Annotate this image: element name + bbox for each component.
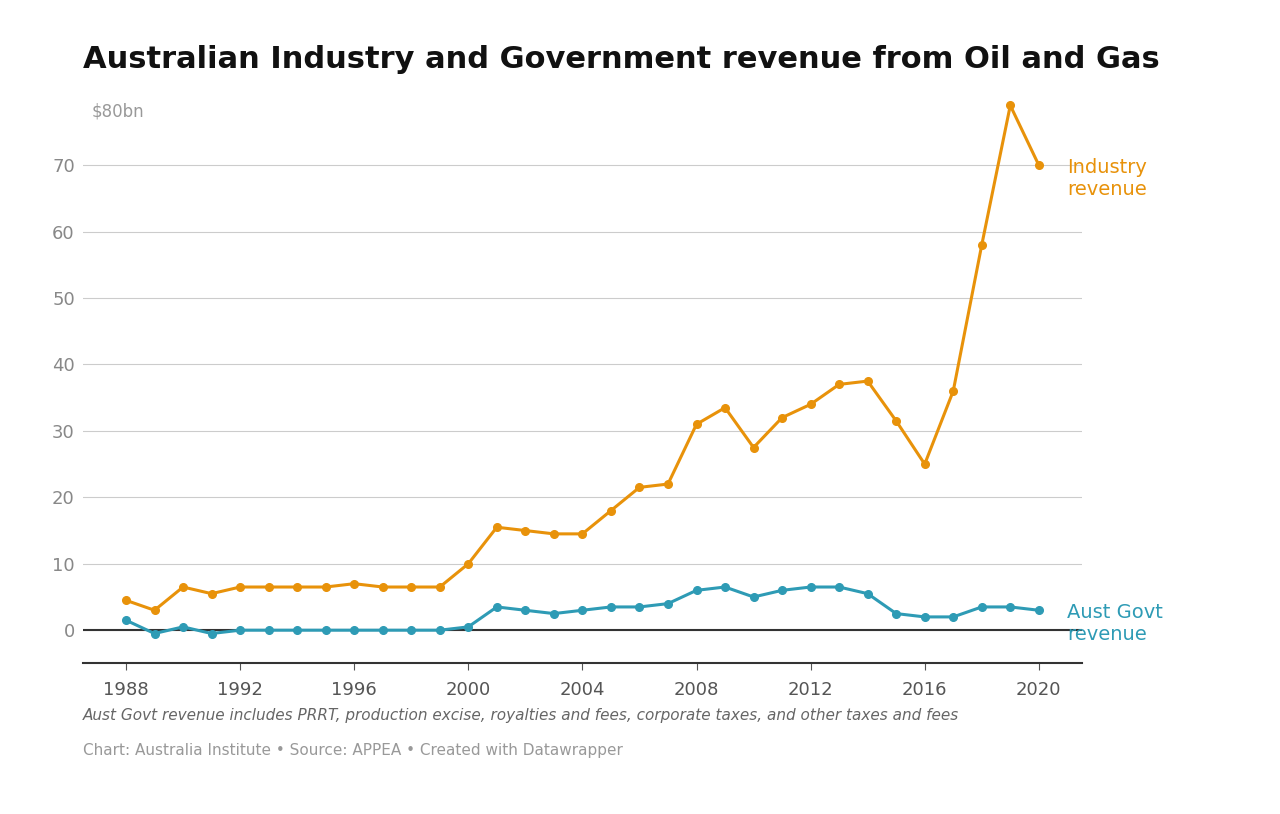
Text: $80bn: $80bn (92, 102, 145, 120)
Text: Industry
revenue: Industry revenue (1068, 158, 1147, 199)
Text: Australian Industry and Government revenue from Oil and Gas: Australian Industry and Government reven… (83, 45, 1160, 74)
Text: Aust Govt
revenue: Aust Govt revenue (1068, 603, 1164, 644)
Text: Aust Govt revenue includes PRRT, production excise, royalties and fees, corporat: Aust Govt revenue includes PRRT, product… (83, 708, 960, 724)
Text: Chart: Australia Institute • Source: APPEA • Created with Datawrapper: Chart: Australia Institute • Source: APP… (83, 742, 623, 758)
